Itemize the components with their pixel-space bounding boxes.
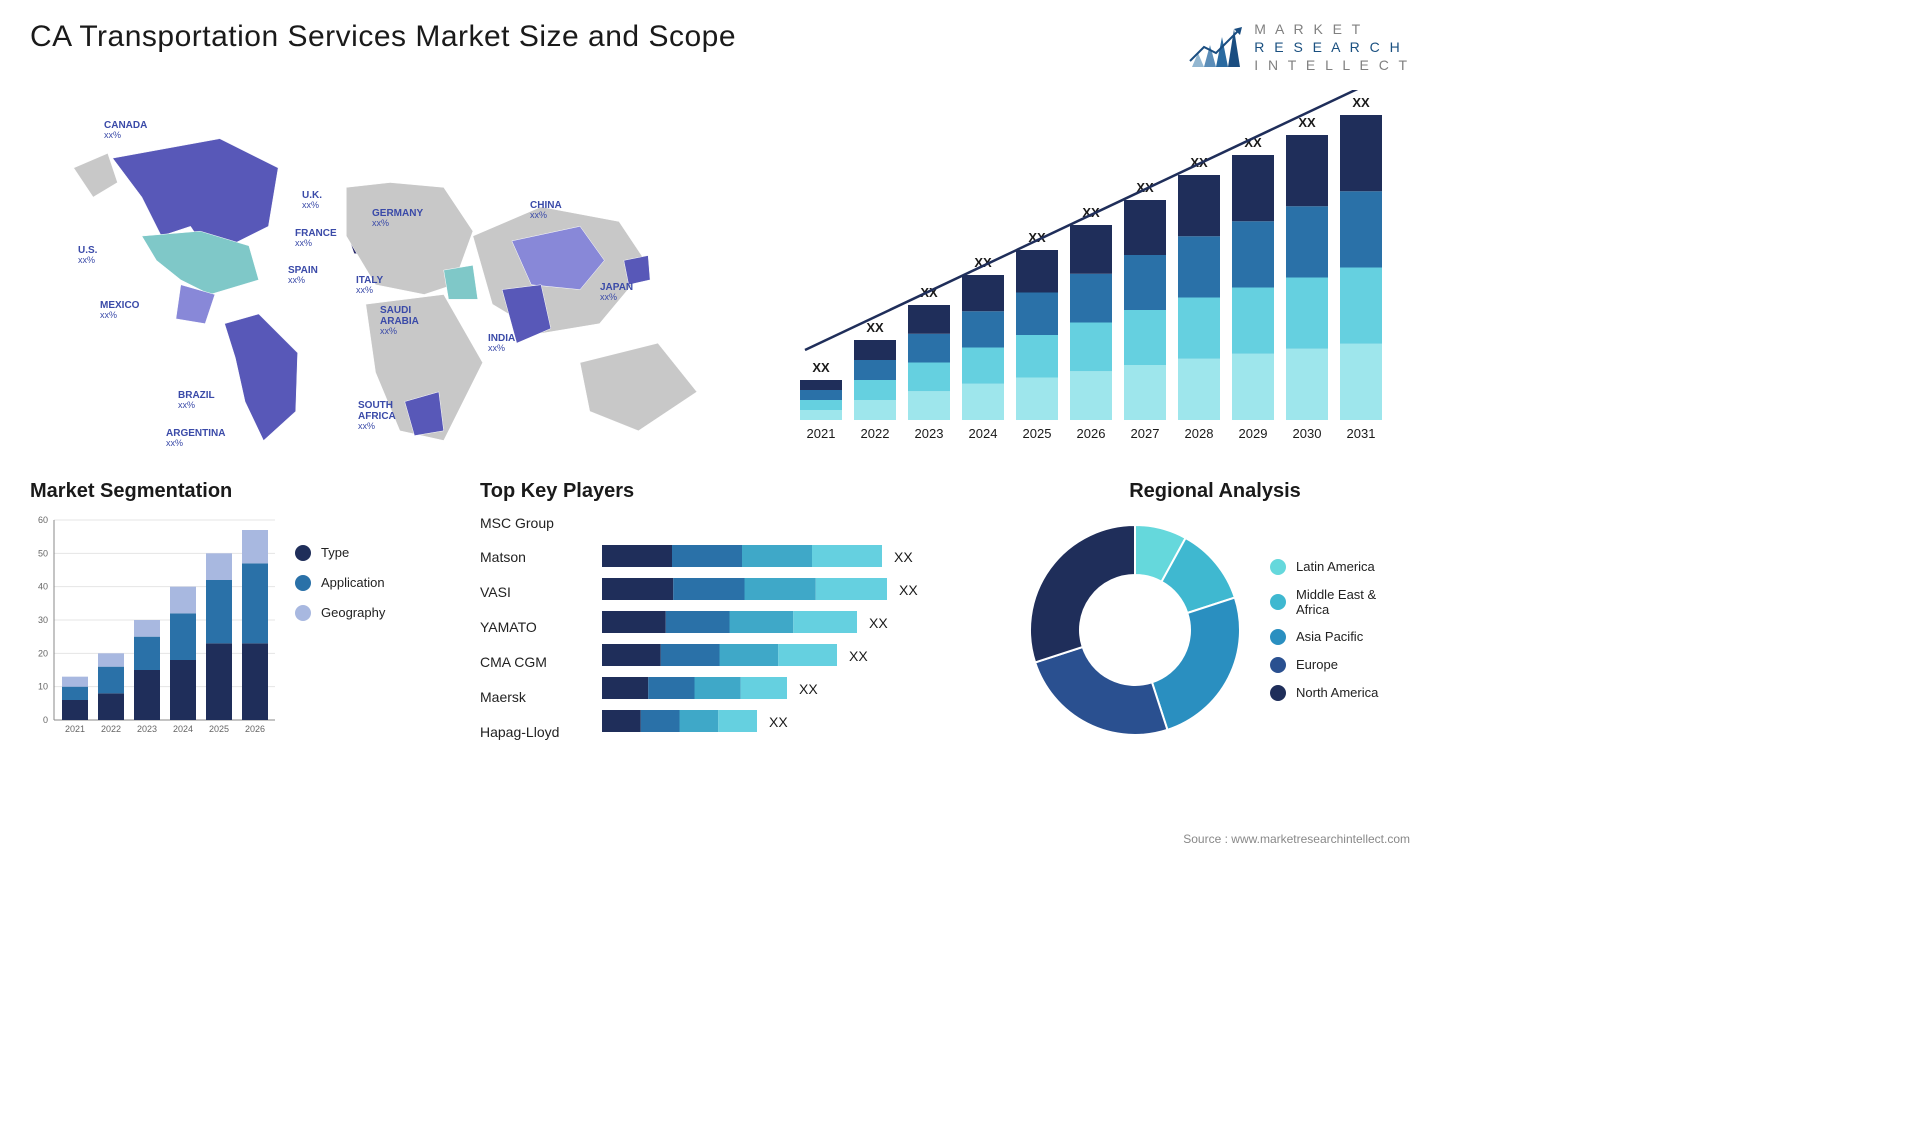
svg-text:XX: XX [1298,115,1316,130]
map-label: MEXICOxx% [100,300,139,321]
player-name: MSC Group [480,515,590,531]
segmentation-title: Market Segmentation [30,480,460,503]
world-map-panel: CANADAxx% U.S.xx% MEXICOxx% BRAZILxx% ARGENT… [30,90,760,460]
svg-text:XX: XX [866,320,884,335]
player-name: CMA CGM [480,654,590,670]
map-label: ITALYxx% [356,275,383,296]
svg-text:60: 60 [38,515,48,525]
svg-text:2023: 2023 [915,426,944,441]
svg-text:2030: 2030 [1293,426,1322,441]
svg-text:2029: 2029 [1239,426,1268,441]
svg-text:XX: XX [869,615,888,631]
map-label: CANADAxx% [104,120,147,141]
svg-text:10: 10 [38,681,48,691]
svg-text:2022: 2022 [101,724,121,734]
svg-text:2021: 2021 [807,426,836,441]
svg-text:XX: XX [799,681,818,697]
svg-text:XX: XX [849,648,868,664]
legend-item: Asia Pacific [1270,629,1410,645]
legend-item: Geography [295,605,385,621]
segmentation-chart: 0 10 20 30 40 50 60 2021 2022 2023 2024 2025 2026 [30,515,280,740]
svg-text:2026: 2026 [245,724,265,734]
svg-text:2026: 2026 [1077,426,1106,441]
svg-text:40: 40 [38,581,48,591]
map-label: GERMANYxx% [372,208,423,229]
svg-text:2021: 2021 [65,724,85,734]
svg-text:XX: XX [769,714,788,730]
logo-line1: M A R K E T [1254,20,1410,38]
regional-panel: Regional Analysis Latin America Middle Ea… [1020,480,1410,760]
svg-text:2023: 2023 [137,724,157,734]
map-label: SPAINxx% [288,265,318,286]
legend-item: Application [295,575,385,591]
map-label: SOUTHAFRICAxx% [358,400,396,432]
map-label: U.K.xx% [302,190,322,211]
brand-logo: M A R K E T R E S E A R C H I N T E L L … [1186,20,1410,75]
svg-text:30: 30 [38,615,48,625]
svg-text:2025: 2025 [209,724,229,734]
legend-item: Europe [1270,657,1410,673]
map-label: JAPANxx% [600,282,633,303]
players-chart: XX XX XX XX XX XX [602,515,982,740]
donut-wrap [1020,515,1250,745]
legend-item: Middle East & Africa [1270,587,1410,617]
logo-line2: R E S E A R C H [1254,38,1410,56]
svg-text:20: 20 [38,648,48,658]
svg-text:XX: XX [899,582,918,598]
map-label: FRANCExx% [295,228,337,249]
svg-text:2031: 2031 [1347,426,1376,441]
logo-icon [1186,23,1244,71]
svg-text:XX: XX [1352,95,1370,110]
segmentation-panel: Market Segmentation 0 10 20 30 40 50 60 2021 202… [30,480,460,760]
players-bars: XX XX XX XX XX XX [602,515,1000,740]
segmentation-legend: Type Application Geography [295,515,385,740]
regional-title: Regional Analysis [1020,480,1410,503]
svg-text:2022: 2022 [861,426,890,441]
svg-text:XX: XX [894,549,913,565]
regional-donut [1020,515,1250,745]
player-name: YAMATO [480,619,590,635]
source-text: Source : www.marketresearchintellect.com [1183,832,1410,846]
players-title: Top Key Players [480,480,1000,503]
svg-text:2025: 2025 [1023,426,1052,441]
map-label: BRAZILxx% [178,390,215,411]
svg-text:50: 50 [38,548,48,558]
players-list: MSC Group Matson VASI YAMATO CMA CGM Maersk Ha… [480,515,590,740]
svg-text:2028: 2028 [1185,426,1214,441]
map-label: ARGENTINAxx% [166,428,225,449]
player-name: Hapag-Lloyd [480,724,590,740]
legend-item: Latin America [1270,559,1410,575]
legend-item: Type [295,545,385,561]
page-title: CA Transportation Services Market Size a… [30,20,736,54]
legend-item: North America [1270,685,1410,701]
svg-text:0: 0 [43,715,48,725]
regional-legend: Latin America Middle East & Africa Asia Pa… [1270,559,1410,701]
svg-text:2024: 2024 [969,426,998,441]
growth-chart-panel: XX2021XX2022XX2023XX2024XX2025XX2026XX20… [790,90,1410,460]
map-label: SAUDIARABIAxx% [380,305,419,337]
player-name: Maersk [480,689,590,705]
svg-text:XX: XX [812,360,830,375]
map-label: CHINAxx% [530,200,562,221]
players-panel: Top Key Players MSC Group Matson VASI YAMAT… [480,480,1000,760]
player-name: Matson [480,549,590,565]
map-label: INDIAxx% [488,333,515,354]
player-name: VASI [480,584,590,600]
logo-line3: I N T E L L E C T [1254,56,1410,74]
svg-text:2024: 2024 [173,724,193,734]
growth-chart: XX2021XX2022XX2023XX2024XX2025XX2026XX20… [790,90,1410,460]
map-label: U.S.xx% [78,245,97,266]
svg-text:2027: 2027 [1131,426,1160,441]
